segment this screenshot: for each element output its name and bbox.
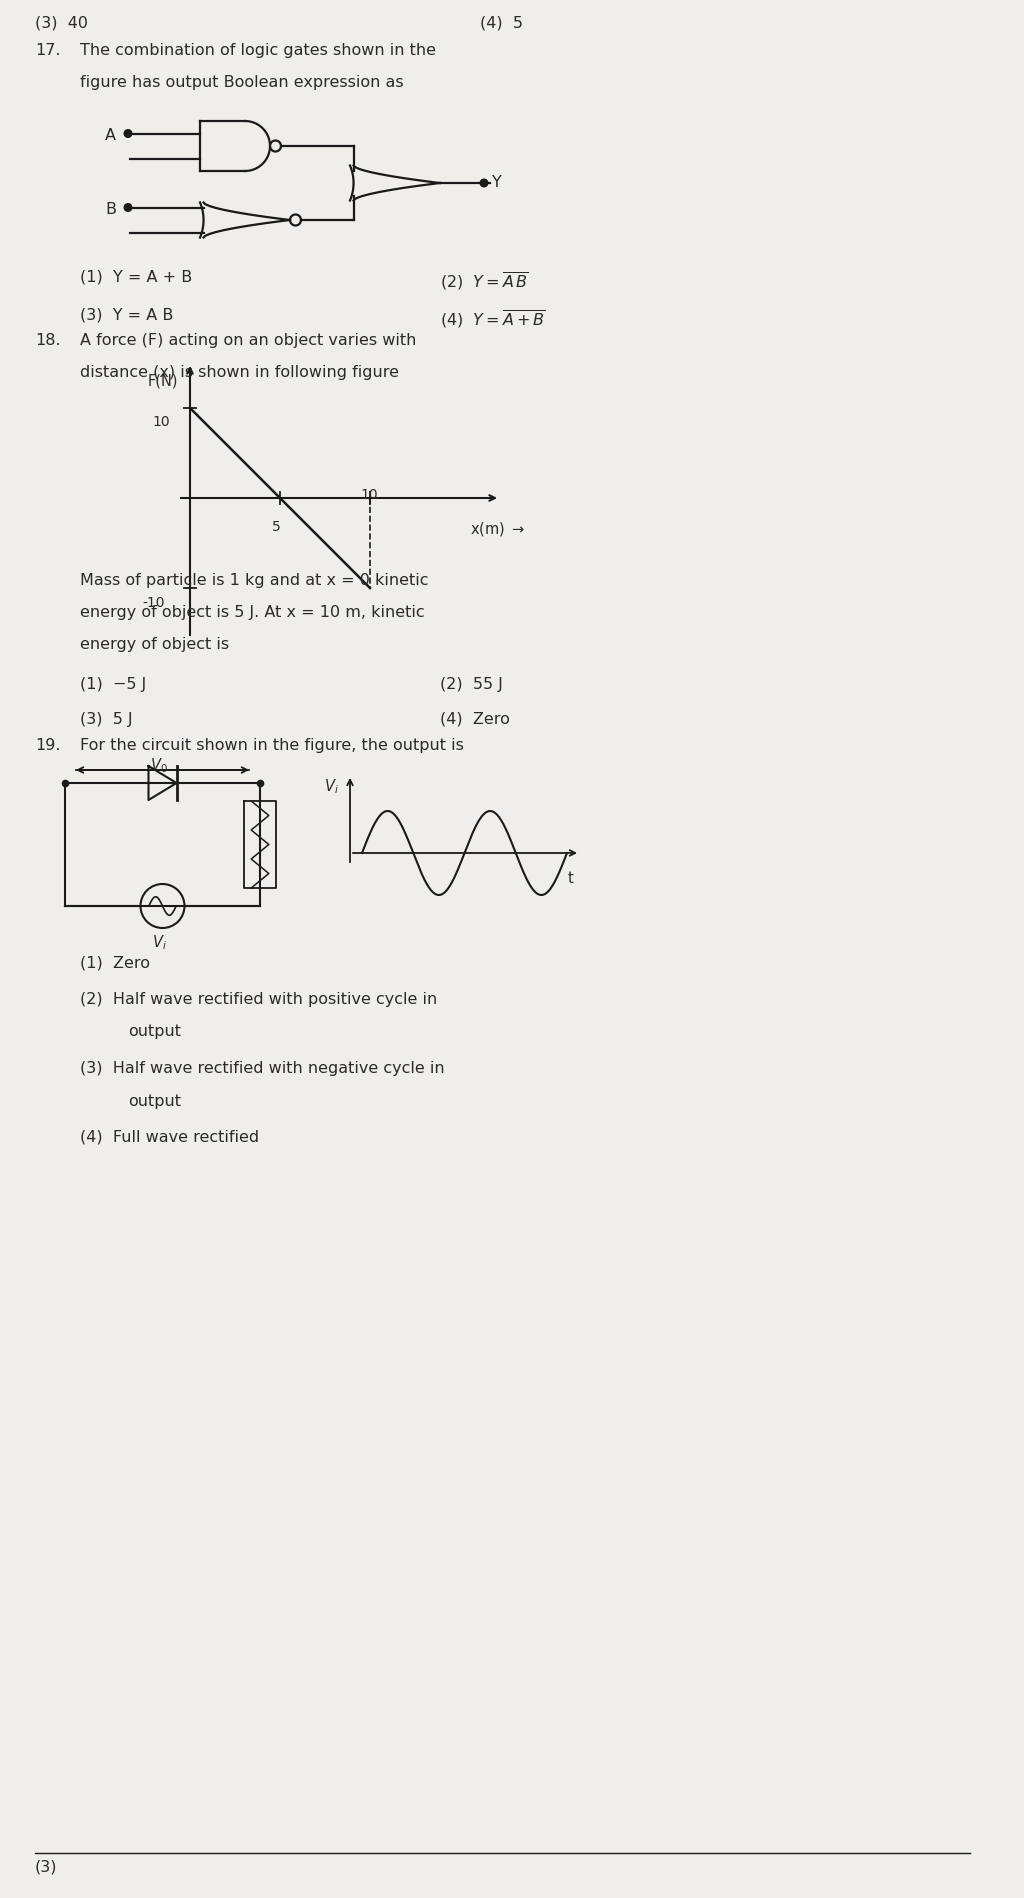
Circle shape <box>124 203 132 211</box>
Circle shape <box>480 178 487 186</box>
Text: figure has output Boolean expression as: figure has output Boolean expression as <box>80 76 403 89</box>
Text: distance (x) is shown in following figure: distance (x) is shown in following figur… <box>80 364 399 380</box>
Text: (3)  Y = A B: (3) Y = A B <box>80 307 173 323</box>
Text: energy of object is: energy of object is <box>80 638 229 653</box>
Text: (2)  55 J: (2) 55 J <box>440 678 503 693</box>
Text: (1)  −5 J: (1) −5 J <box>80 678 146 693</box>
Text: The combination of logic gates shown in the: The combination of logic gates shown in … <box>80 44 436 59</box>
Text: (3): (3) <box>35 1860 57 1875</box>
Text: Mass of particle is 1 kg and at x = 0 kinetic: Mass of particle is 1 kg and at x = 0 ki… <box>80 573 428 588</box>
Text: t: t <box>568 871 573 886</box>
Text: 10: 10 <box>152 416 170 429</box>
Text: output: output <box>128 1025 181 1038</box>
Text: For the circuit shown in the figure, the output is: For the circuit shown in the figure, the… <box>80 738 464 754</box>
Text: (1)  Y = A + B: (1) Y = A + B <box>80 270 193 285</box>
Text: (1)  Zero: (1) Zero <box>80 957 150 972</box>
Text: (2)  Half wave rectified with positive cycle in: (2) Half wave rectified with positive cy… <box>80 993 437 1008</box>
Text: energy of object is 5 J. At x = 10 m, kinetic: energy of object is 5 J. At x = 10 m, ki… <box>80 605 425 621</box>
Text: B: B <box>105 201 116 216</box>
Text: $V_i$: $V_i$ <box>324 776 339 795</box>
Text: 19.: 19. <box>35 738 60 754</box>
Text: output: output <box>128 1093 181 1108</box>
Text: (3)  40: (3) 40 <box>35 15 88 30</box>
Text: (2)  $Y = \overline{A}\,\overline{B}$: (2) $Y = \overline{A}\,\overline{B}$ <box>440 270 528 292</box>
Text: A force (F) acting on an object varies with: A force (F) acting on an object varies w… <box>80 332 417 347</box>
Text: 17.: 17. <box>35 44 60 59</box>
Text: $V_0$: $V_0$ <box>151 755 168 774</box>
Circle shape <box>124 129 132 137</box>
Text: A: A <box>105 127 116 142</box>
Text: 10: 10 <box>360 488 378 501</box>
Text: Y: Y <box>492 175 502 190</box>
Text: $V_i$: $V_i$ <box>153 934 167 951</box>
Text: -10: -10 <box>142 596 165 609</box>
Text: (4)  Full wave rectified: (4) Full wave rectified <box>80 1129 259 1144</box>
Text: (4)  Zero: (4) Zero <box>440 712 510 727</box>
Text: 18.: 18. <box>35 332 60 347</box>
Text: (3)  Half wave rectified with negative cycle in: (3) Half wave rectified with negative cy… <box>80 1061 444 1076</box>
Text: F(N): F(N) <box>148 374 178 387</box>
Text: (4)  5: (4) 5 <box>480 15 523 30</box>
Text: x(m) $\rightarrow$: x(m) $\rightarrow$ <box>470 520 525 537</box>
Text: (3)  5 J: (3) 5 J <box>80 712 133 727</box>
Text: 5: 5 <box>272 520 281 533</box>
Text: (4)  $Y = \overline{A+B}$: (4) $Y = \overline{A+B}$ <box>440 307 546 330</box>
